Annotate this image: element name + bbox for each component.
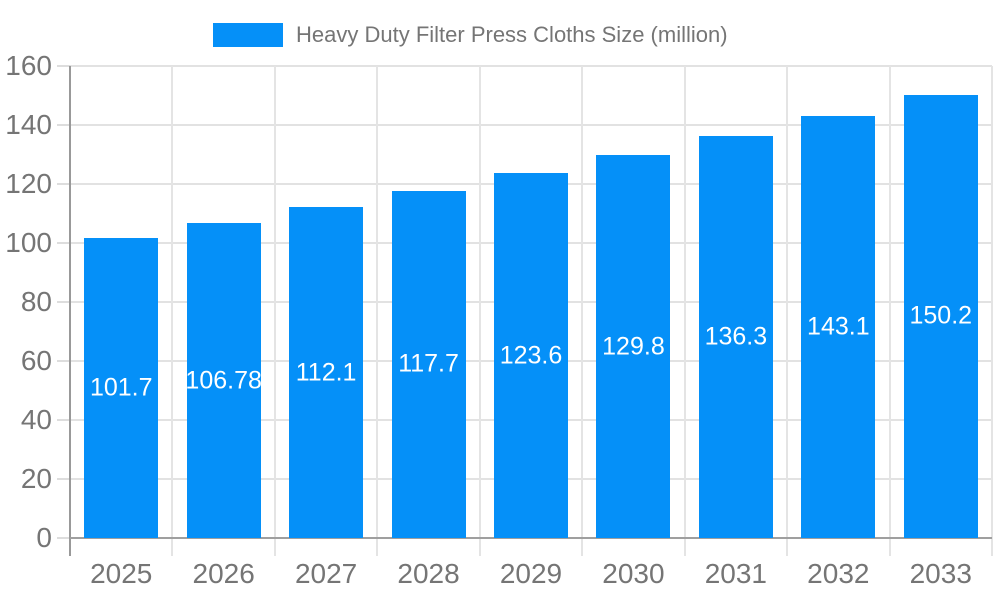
bar-value-label: 106.78 xyxy=(185,366,262,394)
y-axis-tick xyxy=(57,419,70,421)
x-axis-label: 2032 xyxy=(807,558,870,589)
y-axis-tick xyxy=(57,360,70,362)
y-axis-tick xyxy=(57,183,70,185)
x-axis-line xyxy=(70,537,992,539)
x-axis-label: 2026 xyxy=(192,558,255,589)
y-axis-label: 160 xyxy=(5,50,52,81)
y-axis-label: 40 xyxy=(20,404,52,435)
bar[interactable] xyxy=(698,135,773,538)
y-axis-label: 60 xyxy=(20,345,52,376)
y-gridline xyxy=(70,124,992,126)
bar-value-label: 129.8 xyxy=(602,332,665,361)
bar[interactable] xyxy=(84,238,159,538)
bar[interactable] xyxy=(801,115,876,538)
x-gridline xyxy=(273,66,276,556)
legend-item[interactable]: Heavy Duty Filter Press Cloths Size (mil… xyxy=(213,22,728,48)
bar-value-label: 117.7 xyxy=(398,349,459,378)
y-axis-line xyxy=(69,66,71,556)
y-axis-label: 80 xyxy=(20,286,52,317)
bar[interactable] xyxy=(186,223,261,538)
legend-label: Heavy Duty Filter Press Cloths Size (mil… xyxy=(296,22,728,47)
y-axis-label: 140 xyxy=(5,109,52,140)
y-axis-tick xyxy=(57,124,70,126)
x-axis-label: 2030 xyxy=(602,558,665,589)
bar[interactable] xyxy=(903,94,978,538)
x-axis-label: 2027 xyxy=(294,558,358,589)
x-gridline xyxy=(581,66,584,556)
bar-value-label: 123.6 xyxy=(499,341,563,370)
x-gridline xyxy=(376,66,379,556)
y-axis-label: 100 xyxy=(5,227,52,258)
bar[interactable] xyxy=(391,190,466,538)
y-axis-label: 20 xyxy=(20,463,52,494)
y-gridline xyxy=(70,65,992,67)
x-axis-label: 2031 xyxy=(704,558,768,589)
bar[interactable] xyxy=(494,173,568,538)
bar-value-label: 101.7 xyxy=(89,373,153,402)
legend-swatch xyxy=(213,23,283,47)
y-axis-label: 0 xyxy=(36,522,52,553)
bar[interactable] xyxy=(289,207,364,538)
bar-value-label: 150.2 xyxy=(909,301,973,330)
y-axis-tick xyxy=(57,478,70,480)
plot-area: 0 20 40 60 80 100 120 140 160 101.7 2025 106.78 2026… xyxy=(5,52,993,588)
y-axis-label: 120 xyxy=(5,168,52,199)
y-axis-tick xyxy=(57,65,70,67)
x-gridline xyxy=(478,66,481,556)
x-gridline xyxy=(991,66,993,556)
bar-value-label: 112.1 xyxy=(295,358,357,387)
x-gridline xyxy=(171,66,174,556)
bar-value-label: 143.1 xyxy=(807,312,870,341)
x-axis-label: 2025 xyxy=(90,558,153,589)
x-axis-label: 2028 xyxy=(397,558,460,589)
y-axis-tick xyxy=(57,301,70,303)
x-gridline xyxy=(888,66,891,556)
bar-value-label: 136.3 xyxy=(704,322,768,351)
y-axis-tick xyxy=(57,537,70,539)
x-axis-label: 2033 xyxy=(909,558,972,589)
x-gridline xyxy=(786,66,789,556)
bar[interactable] xyxy=(596,155,671,538)
y-axis-tick xyxy=(57,242,70,244)
x-axis-label: 2029 xyxy=(499,558,563,589)
x-gridline xyxy=(683,66,686,556)
